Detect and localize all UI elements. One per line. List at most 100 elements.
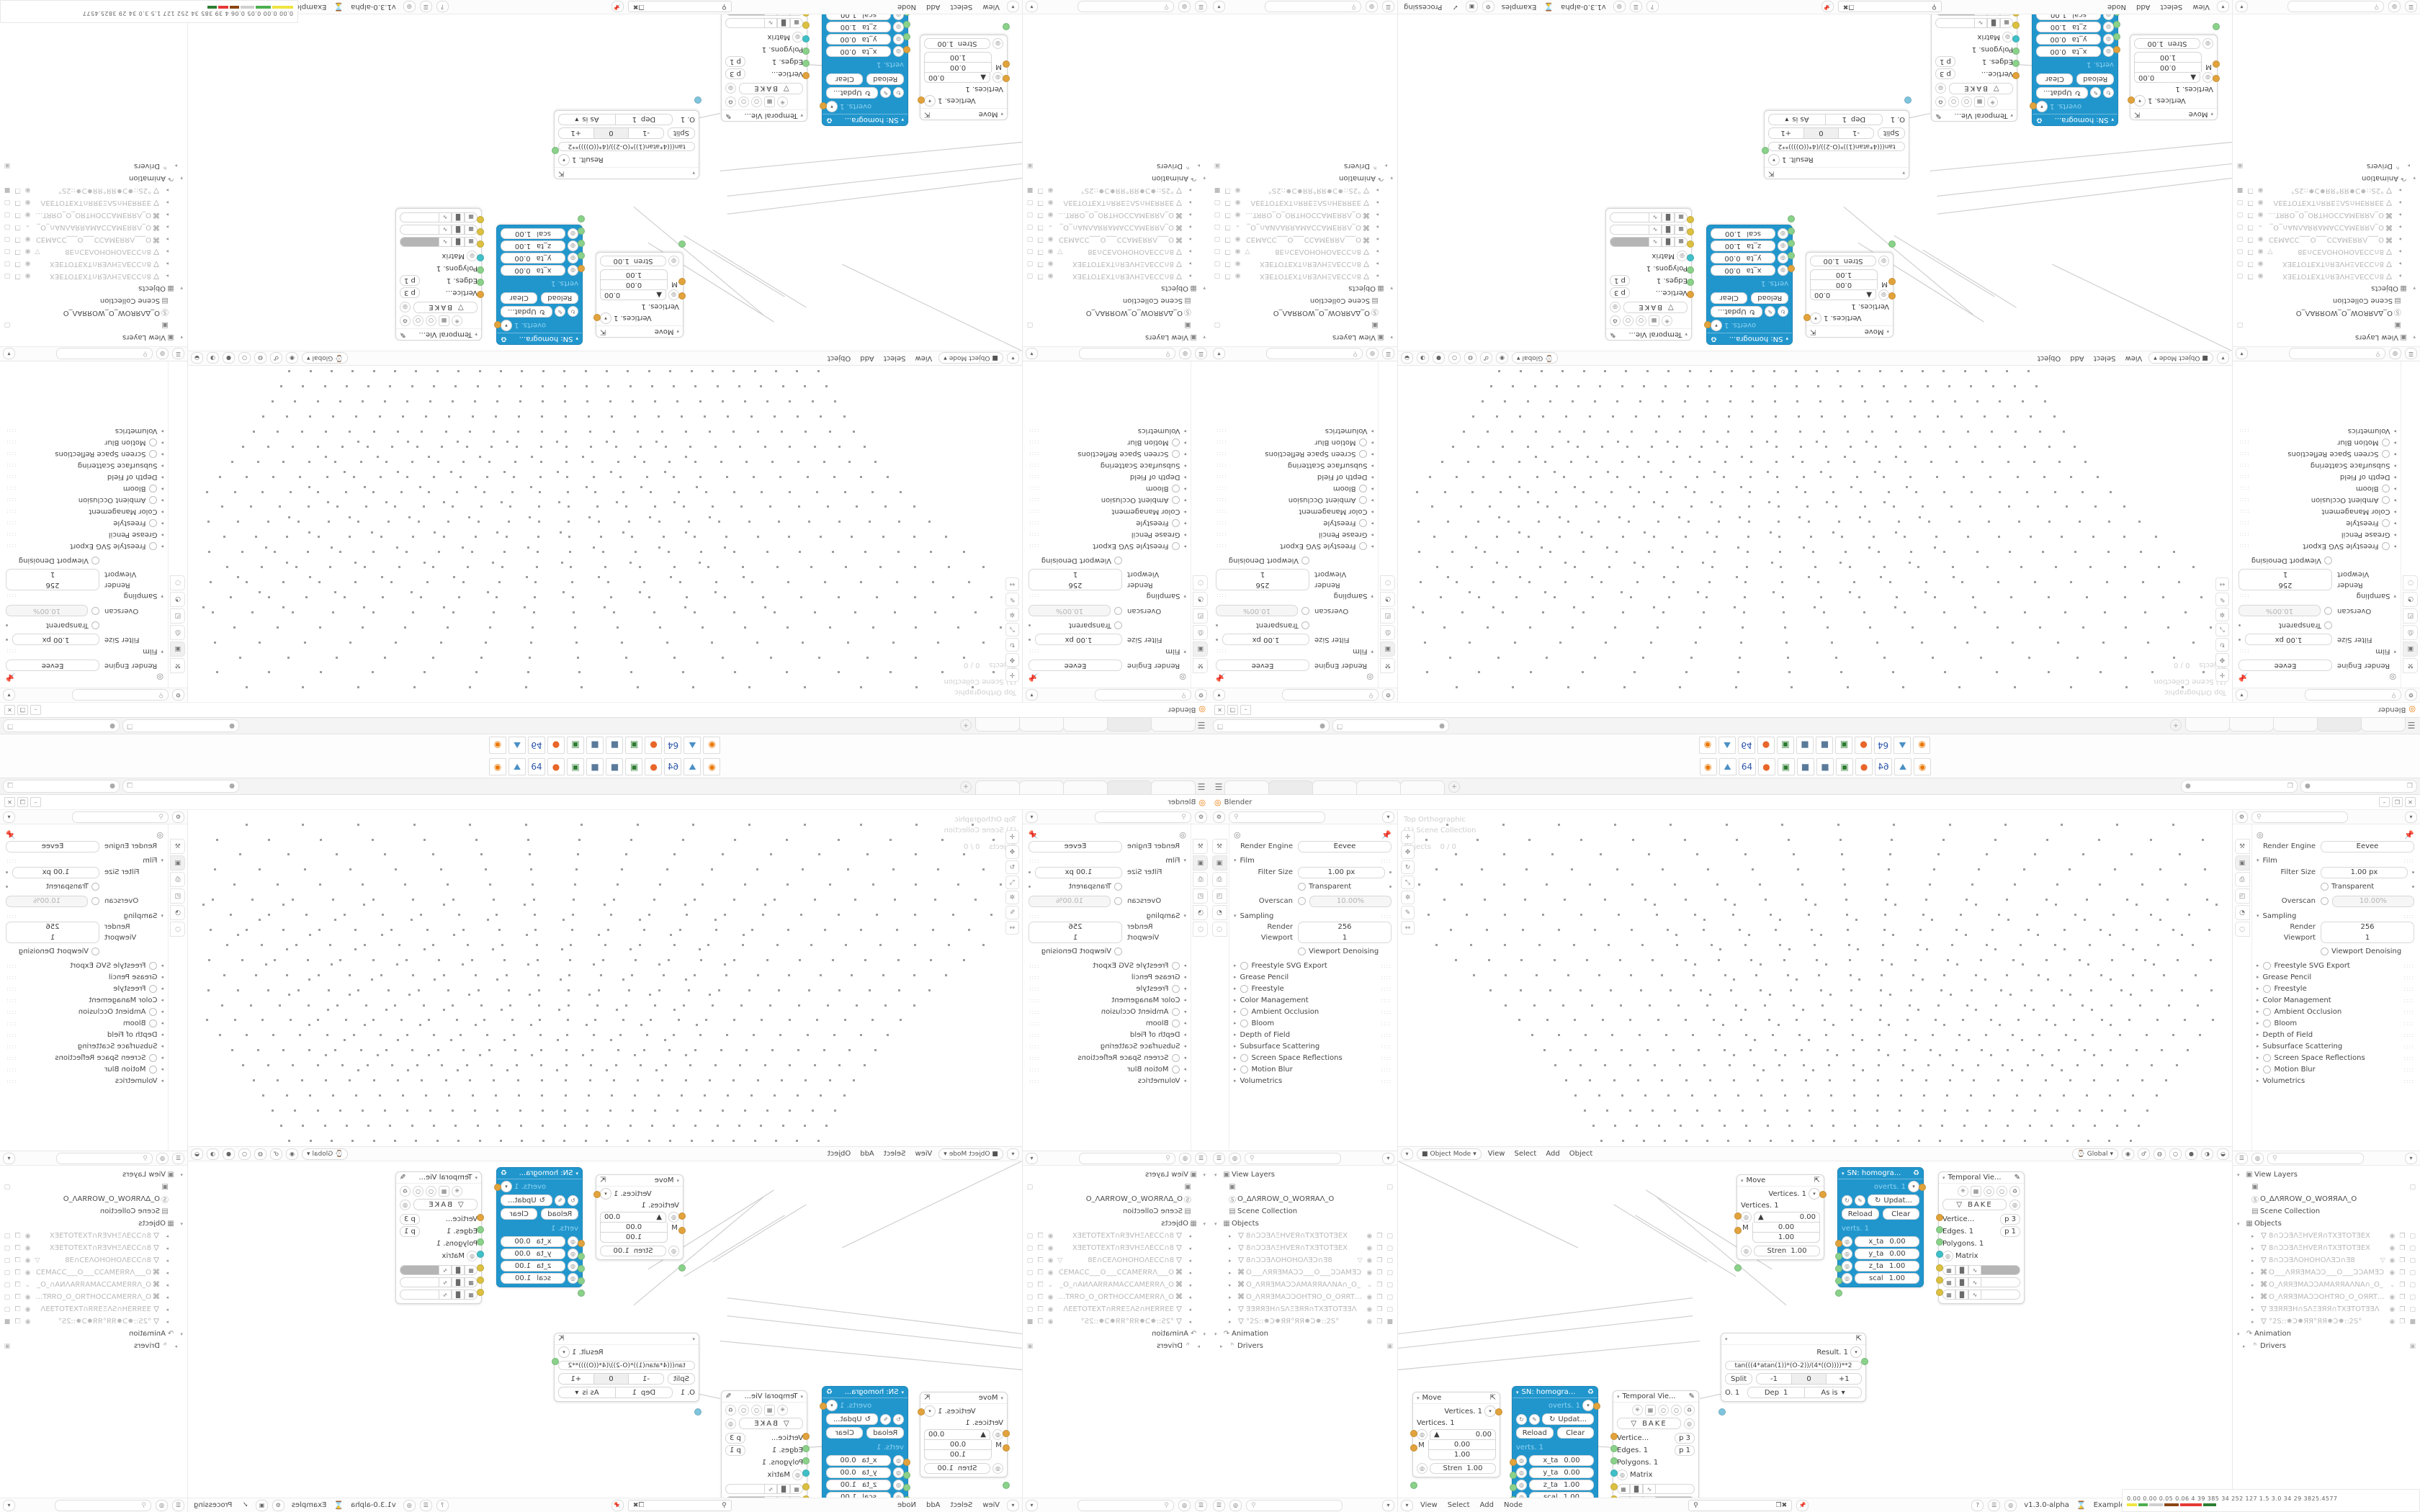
properties-filter-icon[interactable]: ▾ [1026,811,1038,823]
outliner-row[interactable]: ▸ ▽ ƎƎЯЯƎH∩SΛΞƎЯЯ∩TXƎTOTƎƎΛ ◉ ❐ ▢ [2237,197,2416,209]
show-verts-icon[interactable]: ▦ [439,1186,449,1197]
section-checkbox[interactable] [149,962,157,970]
visibility-eye-icon[interactable]: ◉ [2258,261,2264,268]
input-socket-scal[interactable] [578,1290,585,1297]
browser-tab[interactable] [1063,718,1108,732]
snap-pivot-icon[interactable]: ◉ [286,1148,298,1160]
disable-in-render-icon[interactable]: ▢ [1027,1233,1034,1240]
disclosure-triangle-icon[interactable]: ▾ [2408,176,2416,181]
section-checkbox[interactable] [2382,543,2390,551]
input-socket-edges-1[interactable] [802,1445,810,1452]
input-socket-strength[interactable] [2213,23,2220,30]
node-header[interactable]: ▾ ⇱ [1765,167,1909,179]
visibility-eye-icon[interactable]: ◉ [25,1245,31,1252]
disable-in-viewport-icon[interactable]: ❐ [15,1294,21,1301]
move-tool-icon[interactable]: ✥ [1005,653,1019,667]
visibility-eye-icon[interactable]: ◉ [1048,1269,1054,1277]
hamburger-menu-icon[interactable]: ☰ [1213,780,1224,794]
disable-in-viewport-icon[interactable]: ❐ [2248,236,2254,243]
outliner-row[interactable]: ▤ Scene Collection [2237,294,2416,307]
animate-property-icon[interactable]: ◎ [668,1246,679,1256]
sverchok-layout-icon[interactable]: ☰ [420,1,432,13]
disclosure-triangle-icon[interactable]: ▸ [161,1270,169,1276]
input-socket-y_ta[interactable] [578,240,585,247]
section-checkbox[interactable] [1172,543,1180,551]
outliner-row[interactable]: ▸ ʰ Drivers ▣ [1214,1340,1393,1352]
shading-wireframe-icon[interactable]: ○ [238,1148,251,1160]
disable-in-viewport-icon[interactable]: ❐ [1376,1269,1382,1277]
input-socket-vert-color[interactable] [477,240,484,248]
move-tool-icon[interactable]: ✥ [1401,845,1415,859]
input-socket-face-color[interactable] [477,216,484,223]
disable-in-render-icon[interactable]: ▢ [1386,1306,1393,1313]
animate-dot[interactable] [1216,624,1218,626]
animate-dot[interactable] [1028,639,1031,641]
menu-add[interactable]: Add [2067,354,2087,362]
minimize-button[interactable]: – [2379,797,2390,807]
visibility-eye-icon[interactable]: ◉ [1367,1245,1373,1252]
output-socket-result[interactable] [1762,147,1769,154]
outliner-row[interactable]: ▸ ⌘ O_ΛЯЯƎMAƆƆOHTЯO_O_OЯRTHƆ ◉ ❐ ▢ [4,1291,183,1303]
output-socket-vertices[interactable] [593,314,601,321]
disable-in-render-icon[interactable]: ▢ [1027,1294,1034,1301]
visibility-eye-icon[interactable]: ◉ [1235,273,1241,280]
screenshot-icon[interactable]: ■ [606,758,624,775]
disclosure-triangle-icon[interactable]: ▾ [176,1331,183,1337]
viewport-3d[interactable]: Top Orthographic (1) Scene Collection Ob… [1398,366,2232,702]
overscan-checkbox-right[interactable] [91,897,99,905]
update-button[interactable]: ↻ Updat... [826,1413,878,1425]
section-motion-blur[interactable]: ▸ Motion Blur:::: [2238,437,2396,449]
node-temporal-viewer[interactable]: ▾ Temporal Vie... ✎ ⎈ ▦ ○ ○ ♻ ▽ BAKE [721,1390,807,1498]
url-bar-secondary[interactable]: ● ❐ [3,780,120,793]
outliner-row[interactable]: Ⓢ O_ΔΛЯROW_O_WOЯЯAΛ_O [1027,307,1206,319]
disable-in-viewport-icon[interactable]: ❐ [1225,212,1231,219]
properties-tab-world[interactable]: ◌ [171,922,186,937]
node-header[interactable]: ▾ Temporal Vie... ✎ [396,328,481,340]
edge-color-icon[interactable]: █ [777,14,790,16]
disable-in-render-icon[interactable]: ▢ [2237,273,2244,280]
film-section-header[interactable]: ▾ Film :::: [1028,646,1186,657]
sverchok-layout-icon[interactable]: ☰ [420,1500,432,1511]
cursor-tool-icon[interactable]: ✛ [2215,668,2229,682]
vector-z-field[interactable]: 1.00 [1810,269,1878,279]
outliner-row[interactable]: ▸ ▽ °2S::✸Ɔ✸ЯЯ°ЯЯ✸Ɔ✸::2S° ◉ ❐ ■ [1027,1315,1206,1328]
section-bloom[interactable]: ▸ Bloom:::: [1028,483,1186,495]
sampling-viewport-field[interactable]: 1 [1028,932,1122,943]
disable-in-render-icon[interactable]: ▢ [1214,224,1221,231]
cursor-tool-icon[interactable]: ✛ [1005,830,1019,844]
disclosure-triangle-icon[interactable]: ▸ [161,1319,169,1325]
node-header[interactable]: ▾ SN: homogra... ♻ [823,114,908,125]
disable-in-render-icon[interactable]: ▢ [2237,212,2244,219]
outliner-row[interactable]: ▸ ⌘ O_ΛЯЯƎMAƆƆAMAЯЯAΛNA∩_O_ ⌄ ❐ ▢ [1214,221,1393,233]
vert-curve-icon[interactable]: ∿ [1974,18,1987,28]
properties-tab-scene[interactable]: ◔ [1381,592,1396,607]
visibility-eye-icon[interactable]: ◉ [1048,273,1054,280]
socket-count-field[interactable]: p 1 [725,57,745,68]
edge-color-swatch[interactable] [725,1496,764,1498]
show-faces-icon[interactable]: ○ [1623,316,1634,327]
outliner-row[interactable]: ▸ ⌘ O___ΛЯЯƎMAƆƆ___O___ƆƆAMƎƆ ◉ ❐ ▢ [2237,233,2416,246]
disclosure-triangle-icon[interactable]: ▸ [1184,1246,1191,1251]
disclosure-triangle-icon[interactable]: ▸ [2394,261,2401,267]
outliner-row[interactable]: ▸ ⌘ O_ΛЯЯƎMAƆƆOHTЯO_O_OЯRTHƆ ◉ ❐ ▢ [1214,209,1393,221]
outliner-row[interactable]: ▾ ↷ Animation [1214,172,1393,184]
browser-tab[interactable] [1312,780,1357,794]
section-freestyle-svg-export[interactable]: ▸ Freestyle SVG Export:::: [1234,960,1392,971]
edge-color-swatch[interactable] [1935,14,1974,16]
properties-search-input-right[interactable]: ⚲ [1282,690,1379,701]
visibility-eye-icon[interactable]: ◉ [1048,1294,1054,1301]
input-socket-vertices[interactable] [1003,1430,1010,1437]
output-socket-overts[interactable] [1704,321,1711,328]
chevron-down-icon[interactable]: ▾ [1000,112,1003,117]
properties-search-input-right[interactable]: ⚲ [72,811,169,823]
show-edges-icon[interactable]: ○ [426,316,436,327]
disclosure-triangle-icon[interactable]: ▸ [1184,1319,1191,1325]
chevron-down-icon[interactable]: ▾ [2210,112,2213,117]
footer-editor-icon[interactable]: ☰ [2405,1,2417,13]
split-option-zero[interactable]: 0 [593,1373,629,1385]
sverchok-help-icon[interactable]: ? [1646,1,1659,13]
disclosure-triangle-icon[interactable]: ▸ [1184,1258,1191,1264]
blender-icon-mirror[interactable]: ◉ [490,737,507,754]
disclosure-triangle-icon[interactable]: ▸ [1229,1233,1236,1239]
output-socket-vertices[interactable] [1803,314,1811,321]
